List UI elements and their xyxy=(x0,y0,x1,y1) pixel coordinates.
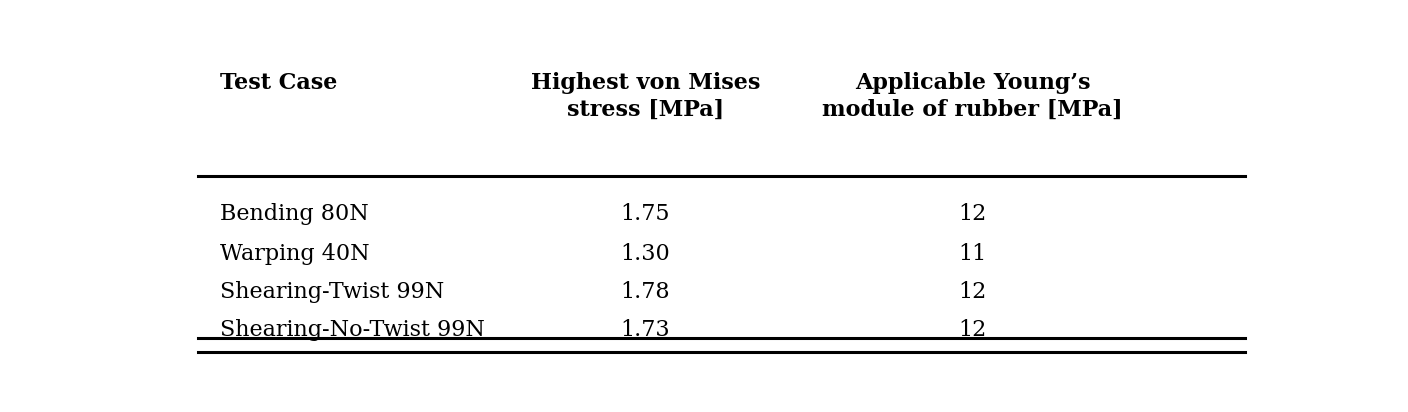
Text: 1.30: 1.30 xyxy=(621,243,670,265)
Text: Bending 80N: Bending 80N xyxy=(220,204,369,225)
Text: 12: 12 xyxy=(959,204,987,225)
Text: 12: 12 xyxy=(959,319,987,341)
Text: Highest von Mises
stress [MPa]: Highest von Mises stress [MPa] xyxy=(531,72,760,121)
Text: Warping 40N: Warping 40N xyxy=(220,243,369,265)
Text: 1.78: 1.78 xyxy=(621,281,670,303)
Text: 1.75: 1.75 xyxy=(621,204,670,225)
Text: 1.73: 1.73 xyxy=(621,319,670,341)
Text: 11: 11 xyxy=(959,243,987,265)
Text: Test Case: Test Case xyxy=(220,72,337,94)
Text: 12: 12 xyxy=(959,281,987,303)
Text: Shearing-No-Twist 99N: Shearing-No-Twist 99N xyxy=(220,319,484,341)
Text: Shearing-Twist 99N: Shearing-Twist 99N xyxy=(220,281,444,303)
Text: Applicable Young’s
module of rubber [MPa]: Applicable Young’s module of rubber [MPa… xyxy=(822,72,1124,121)
